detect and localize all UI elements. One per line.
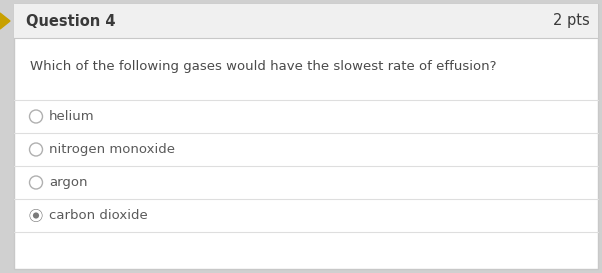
Text: helium: helium: [49, 110, 95, 123]
Text: 2 pts: 2 pts: [553, 13, 590, 28]
FancyBboxPatch shape: [14, 4, 598, 269]
Text: carbon dioxide: carbon dioxide: [49, 209, 147, 222]
Text: Which of the following gases would have the slowest rate of effusion?: Which of the following gases would have …: [30, 60, 497, 73]
Circle shape: [29, 143, 43, 156]
Text: nitrogen monoxide: nitrogen monoxide: [49, 143, 175, 156]
Text: argon: argon: [49, 176, 87, 189]
Polygon shape: [0, 13, 10, 29]
Text: Question 4: Question 4: [26, 13, 116, 28]
Circle shape: [29, 110, 43, 123]
Circle shape: [29, 176, 43, 189]
Circle shape: [29, 209, 43, 222]
FancyBboxPatch shape: [14, 4, 598, 38]
